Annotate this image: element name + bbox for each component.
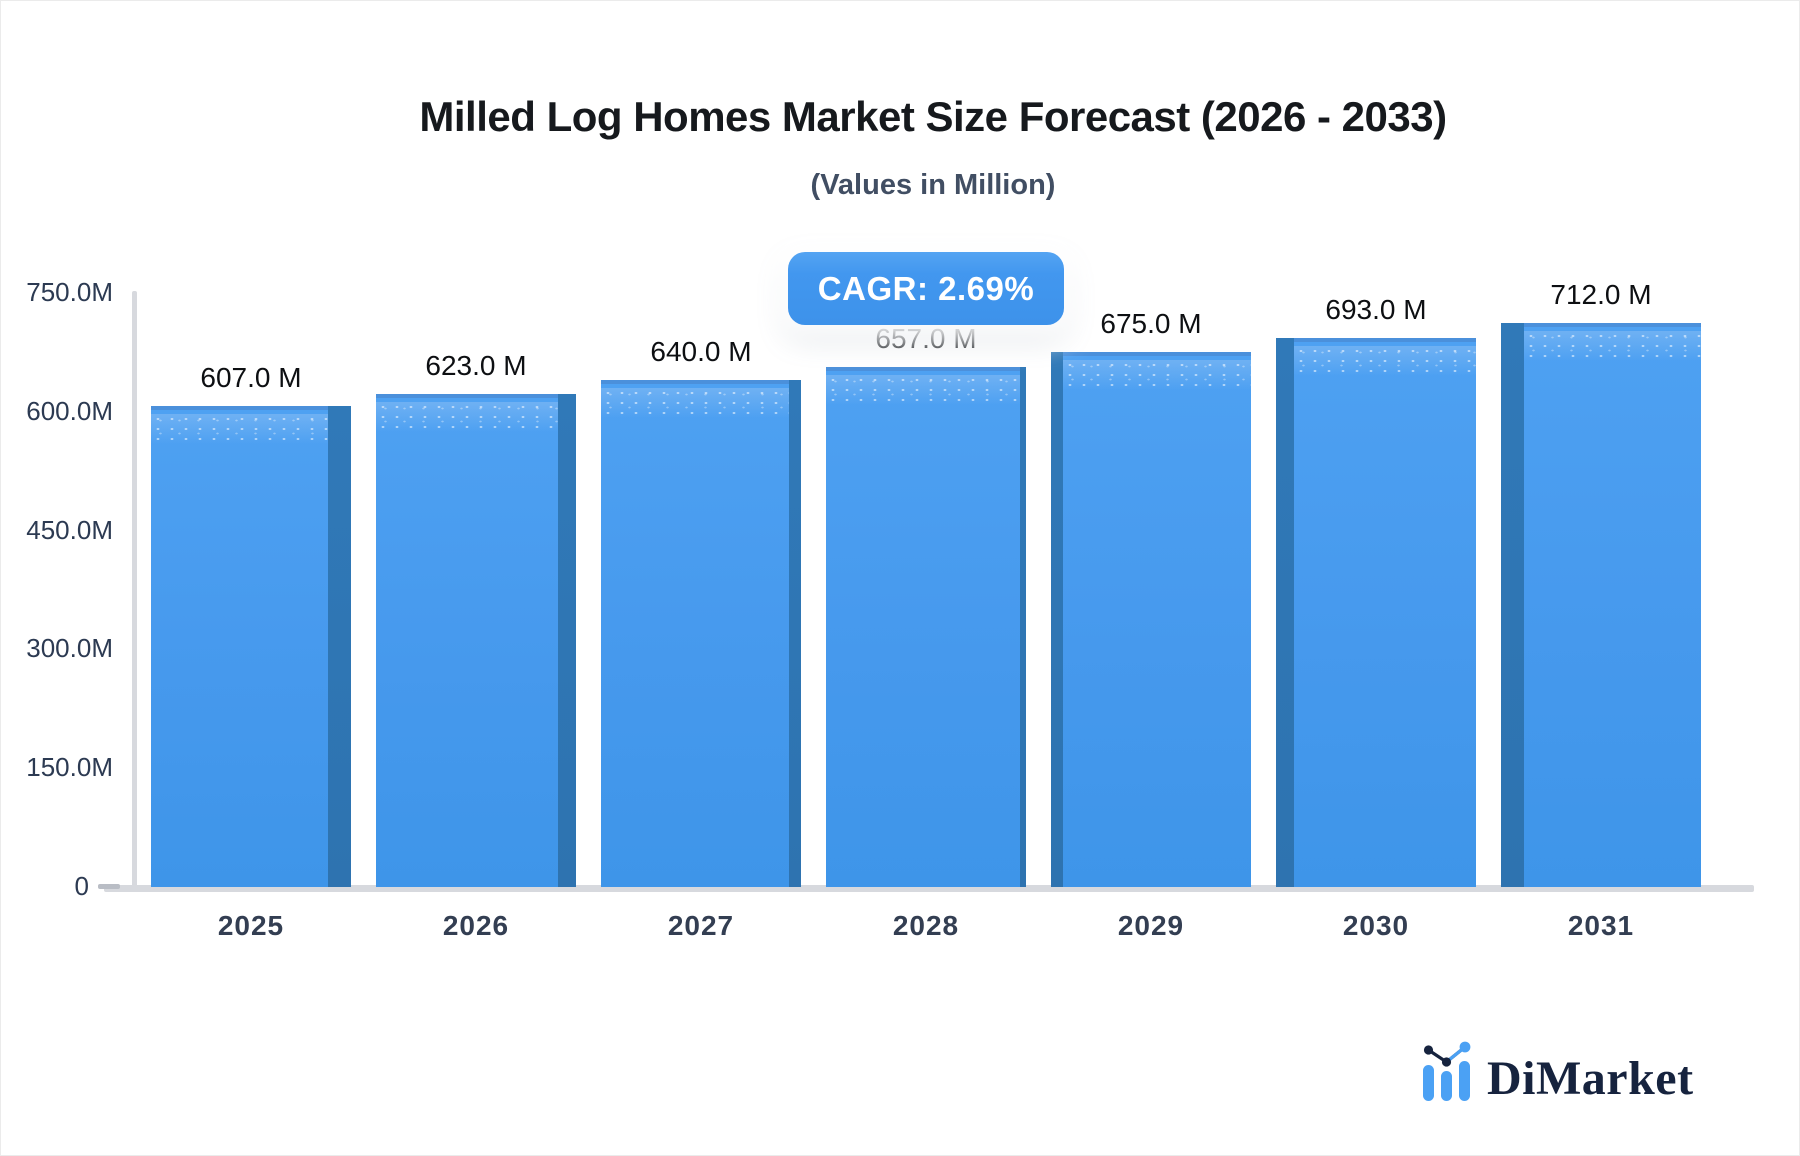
bar xyxy=(376,393,576,887)
x-tick-label: 2025 xyxy=(217,910,285,941)
x-axis-baseline xyxy=(104,885,1754,892)
bar-top-highlight xyxy=(1294,346,1476,377)
bar xyxy=(151,406,351,887)
x-tick-label: 2029 xyxy=(1117,910,1185,941)
bar-value-label: 607.0 M xyxy=(200,362,302,394)
bar-value-label: 693.0 M xyxy=(1325,294,1427,326)
bar xyxy=(1276,338,1476,887)
bar-face xyxy=(1063,352,1251,887)
bar-value-label: 712.0 M xyxy=(1550,279,1652,311)
bar-face xyxy=(1294,338,1476,887)
y-tick-label: 300.0M xyxy=(26,633,113,664)
cagr-badge: CAGR: 2.69% xyxy=(788,252,1064,325)
bar-value-label: 657.0 M xyxy=(875,322,977,354)
bar-value-label: 640.0 M xyxy=(650,336,752,368)
bar-side-shadow xyxy=(558,393,576,887)
bar xyxy=(1501,323,1701,887)
bar-face xyxy=(826,366,1020,887)
bar-side-shadow xyxy=(1276,338,1294,887)
y-axis-line xyxy=(132,291,137,889)
y-tick-label: 150.0M xyxy=(26,752,113,783)
dimarket-logo-text: DiMarket xyxy=(1487,1051,1694,1105)
x-tick-label: 2027 xyxy=(667,910,735,941)
dimarket-logo: DiMarket xyxy=(1422,1039,1694,1105)
y-tick-label: 600.0M xyxy=(26,395,113,426)
bar-top-highlight xyxy=(601,388,789,419)
bar-top-highlight xyxy=(1063,360,1251,391)
bar-face xyxy=(601,380,789,887)
bar-side-shadow xyxy=(789,380,801,887)
y-tick-label: 0 xyxy=(74,871,89,901)
bar-top-highlight xyxy=(826,374,1020,405)
mini-bar-chart-icon xyxy=(1423,1041,1471,1101)
bar-value-label: 623.0 M xyxy=(425,349,527,381)
bar-side-shadow xyxy=(1051,352,1063,887)
x-tick-label: 2026 xyxy=(442,910,510,941)
y-tick-label: 450.0M xyxy=(26,514,113,545)
bar xyxy=(826,366,1026,887)
y-tick-label: 750.0M xyxy=(26,277,113,307)
chart-subtitle: (Values in Million) xyxy=(810,169,1056,201)
bar-face xyxy=(376,393,558,887)
bar xyxy=(601,380,801,887)
bar-side-shadow xyxy=(328,406,351,887)
bar-value-label: 675.0 M xyxy=(1100,308,1202,340)
zero-tick-mark xyxy=(98,884,120,889)
bar-face xyxy=(151,406,328,887)
bar-side-shadow xyxy=(1501,323,1524,887)
bar-top-highlight xyxy=(151,414,328,445)
bar-face xyxy=(1524,323,1701,887)
bar-top-highlight xyxy=(376,401,558,432)
chart-title: Milled Log Homes Market Size Forecast (2… xyxy=(419,93,1447,140)
x-tick-label: 2030 xyxy=(1342,910,1410,941)
x-tick-label: 2031 xyxy=(1567,910,1635,941)
bar-top-highlight xyxy=(1524,331,1701,362)
bar xyxy=(1051,352,1251,887)
bar-side-shadow xyxy=(1020,366,1026,887)
x-tick-label: 2028 xyxy=(892,910,960,941)
